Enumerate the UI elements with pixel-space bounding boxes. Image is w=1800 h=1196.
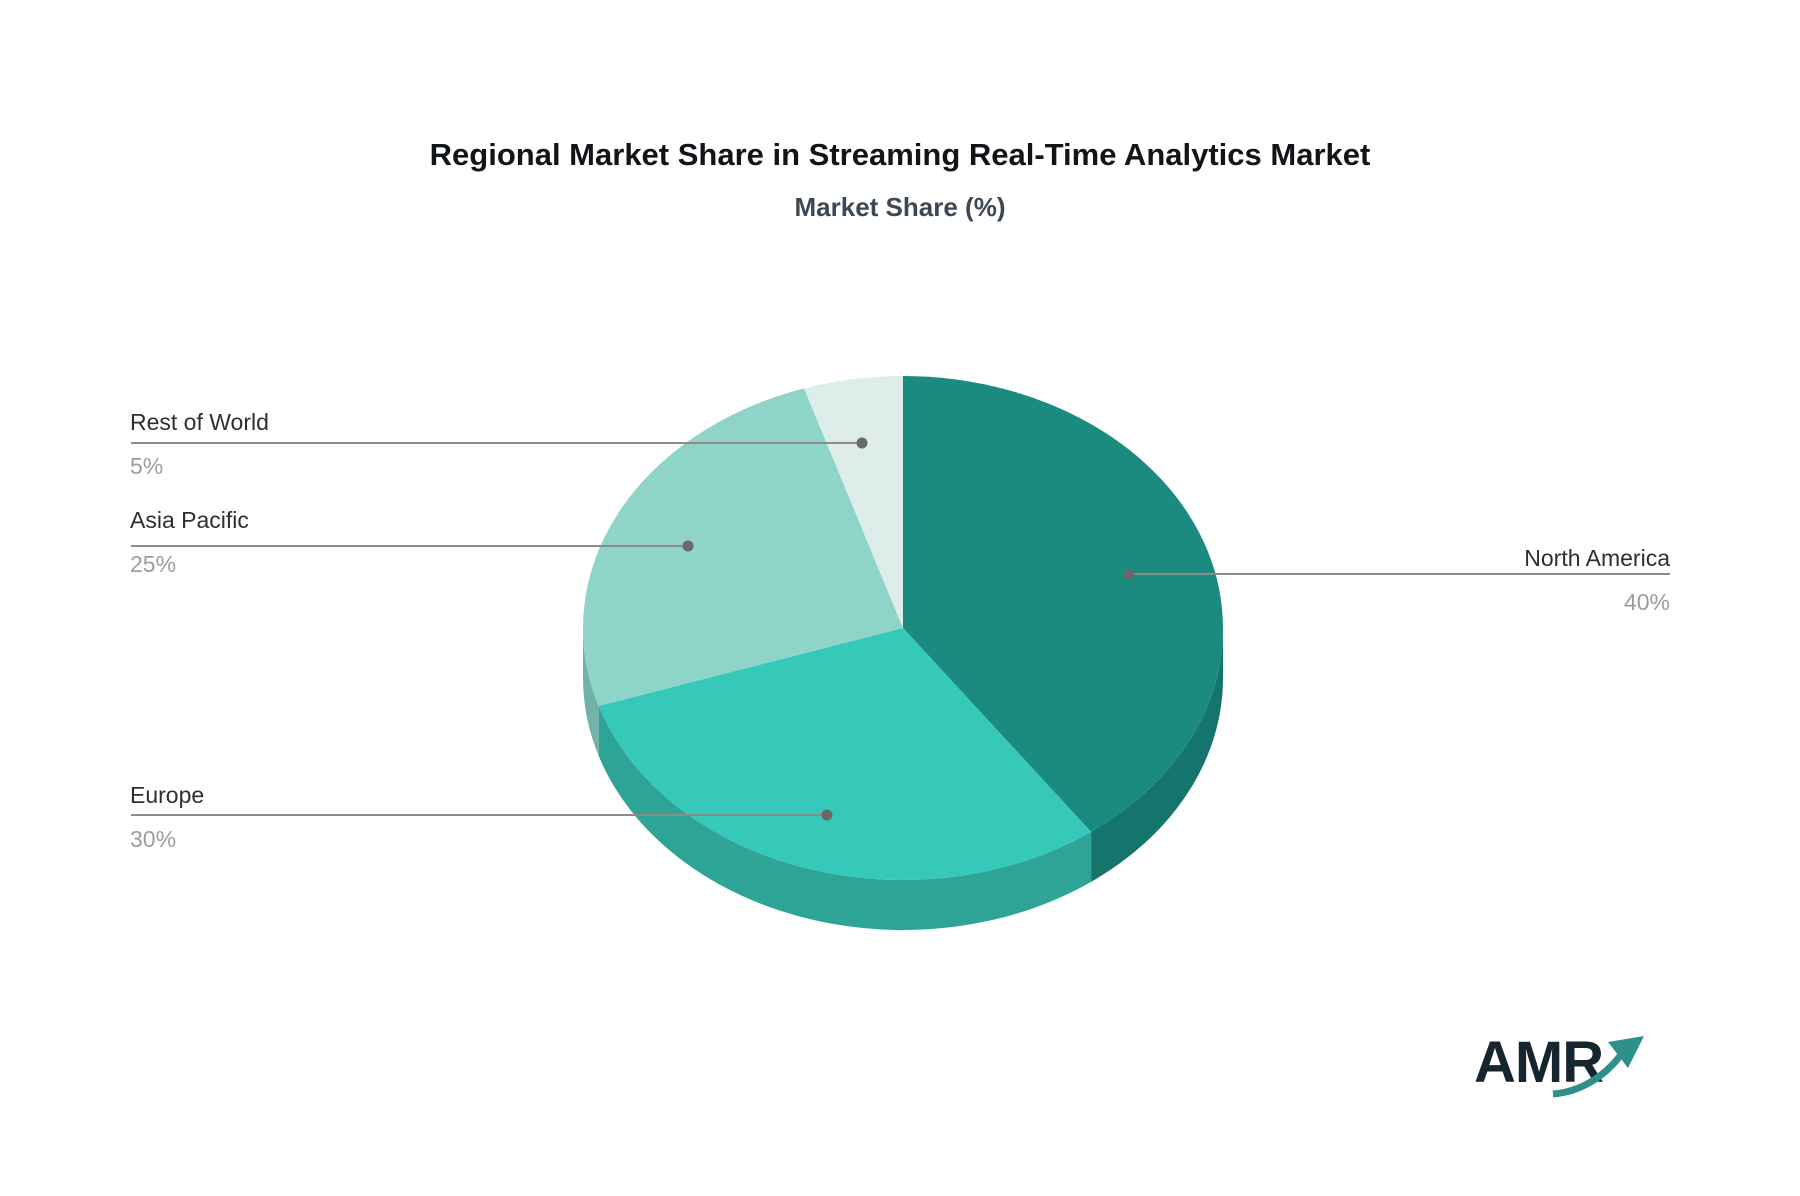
leader-dot-north-america	[1123, 568, 1135, 580]
pie-slice-europe[interactable]	[598, 628, 1092, 880]
pie-side-north-america	[1091, 628, 1223, 882]
amr-logo: AMR	[1474, 1034, 1694, 1114]
label-rest-of-world-value: 5%	[130, 453, 164, 479]
label-north-america-name: North America	[1524, 545, 1670, 571]
amr-logo-text: AMR	[1474, 1030, 1604, 1095]
label-asia-pacific: Asia Pacific 25%	[130, 507, 249, 578]
pie-slice-north-america[interactable]	[903, 376, 1223, 832]
leader-dot-asia-pacific	[682, 540, 694, 552]
label-europe-name: Europe	[130, 782, 205, 808]
chart-title: Regional Market Share in Streaming Real-…	[429, 137, 1371, 172]
pie-side-europe	[598, 705, 1092, 930]
label-europe-value: 30%	[130, 826, 177, 852]
leader-dot-europe	[821, 809, 833, 821]
label-asia-pacific-name: Asia Pacific	[130, 507, 249, 533]
amr-logo-arrow-icon	[1552, 1036, 1644, 1098]
label-north-america: North America 40%	[1524, 545, 1670, 616]
pie-slice-rest-of-world[interactable]	[804, 376, 903, 628]
label-rest-of-world: Rest of World 5%	[130, 409, 269, 480]
pie-side-asia-pacific	[583, 628, 599, 756]
label-asia-pacific-value: 25%	[130, 551, 177, 577]
leader-dot-rest-of-world	[856, 437, 868, 449]
chart-subtitle: Market Share (%)	[794, 192, 1006, 222]
label-europe: Europe 30%	[130, 782, 204, 853]
pie-slice-asia-pacific[interactable]	[583, 388, 903, 706]
label-north-america-value: 40%	[1623, 589, 1670, 615]
label-rest-of-world-name: Rest of World	[130, 409, 269, 435]
